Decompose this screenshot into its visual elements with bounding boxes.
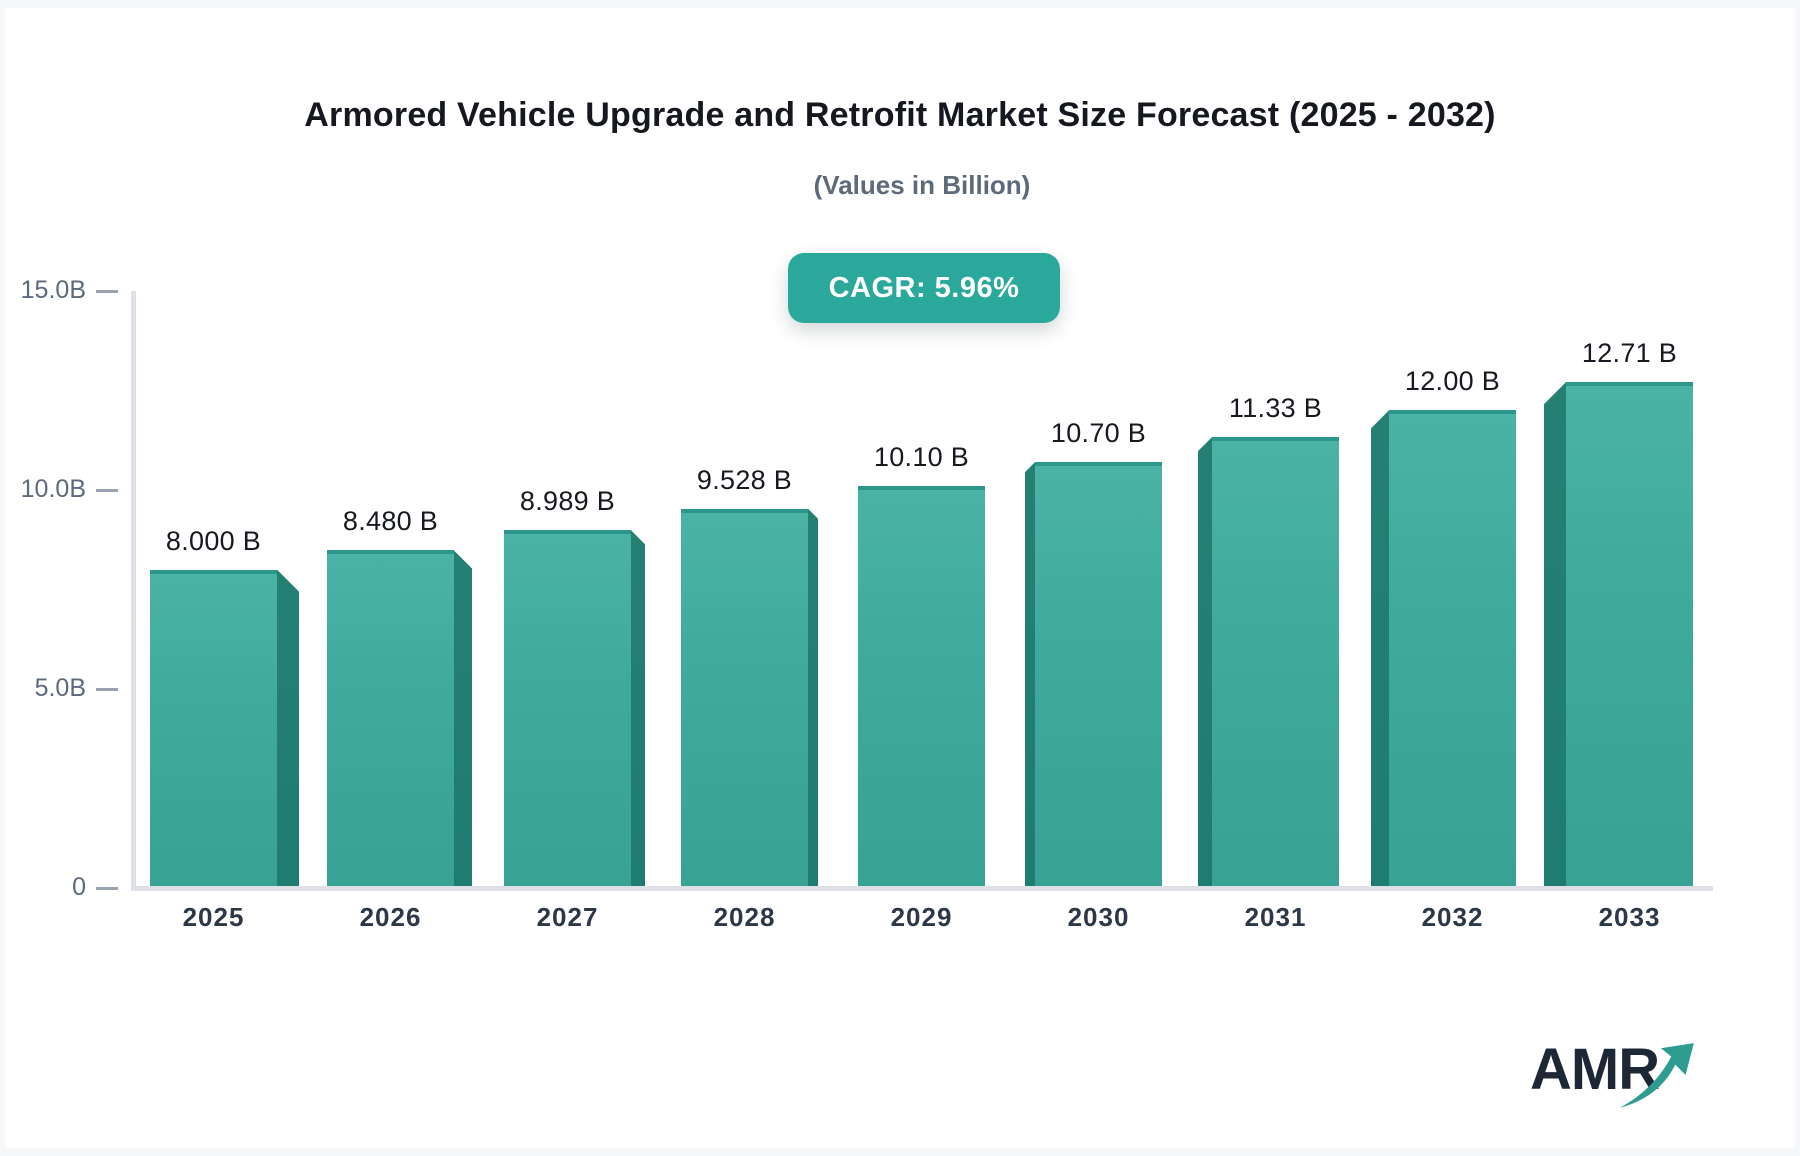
bar-value-label: 8.480 B: [342, 506, 439, 537]
frame-border-bottom: [0, 1148, 1800, 1156]
bar-value-label: 8.000 B: [165, 525, 262, 556]
bar-side-face-2027: [631, 530, 645, 886]
y-tick-mark: [96, 489, 118, 492]
bar-value-label: 9.528 B: [696, 464, 793, 495]
bar-2030: [1035, 462, 1162, 886]
page-title: Armored Vehicle Upgrade and Retrofit Mar…: [304, 96, 1496, 134]
trend-arrow-icon: [1619, 1043, 1694, 1108]
bar-value-label: 8.989 B: [519, 486, 616, 517]
bar-2032: [1389, 410, 1516, 886]
bar-side-face-2025: [277, 569, 299, 886]
frame-border-right: [1795, 0, 1800, 1156]
y-tick-label: 10.0B: [20, 475, 86, 503]
bar-2028: [681, 508, 808, 886]
x-tick-label-2030: 2030: [1067, 902, 1130, 932]
bar-2033: [1566, 382, 1693, 886]
bar-2029: [858, 486, 985, 886]
bar-side-face-2026: [454, 550, 472, 886]
x-tick-label-2025: 2025: [182, 902, 245, 932]
bar-value-label: 11.33 B: [1228, 393, 1323, 424]
bar-2026: [327, 550, 454, 886]
y-tick-label: 5.0B: [34, 674, 86, 702]
x-tick-label-2031: 2031: [1244, 902, 1307, 932]
bar-value-label: 12.71 B: [1581, 338, 1678, 369]
bar-side-face-2033: [1544, 382, 1566, 886]
bar-2027: [504, 530, 631, 886]
y-tick-mark: [96, 290, 118, 293]
bar-side-face-2030: [1025, 462, 1035, 886]
y-axis-line: [131, 291, 136, 891]
amr-logo-text: AMR: [1530, 1037, 1660, 1102]
x-tick-label-2032: 2032: [1421, 902, 1484, 932]
frame-border-left: [0, 0, 5, 1156]
x-tick-label-2029: 2029: [890, 902, 953, 932]
x-tick-label-2027: 2027: [536, 902, 599, 932]
bar-2025: [150, 569, 277, 886]
frame-border-top: [0, 0, 1800, 8]
bar-value-label: 10.10 B: [873, 442, 970, 473]
amr-logo: AMR: [1520, 1036, 1720, 1116]
y-tick-label: 0: [72, 873, 86, 901]
bar-value-label: 10.70 B: [1050, 418, 1147, 449]
bar-side-face-2032: [1371, 410, 1389, 886]
bar-value-label: 12.00 B: [1404, 366, 1501, 397]
bar-side-face-2031: [1198, 437, 1212, 886]
y-tick-label: 15.0B: [20, 276, 86, 304]
bar-side-face-2028: [808, 508, 818, 886]
x-tick-label-2026: 2026: [359, 902, 422, 932]
x-tick-label-2033: 2033: [1598, 902, 1661, 932]
cagr-badge: CAGR: 5.96%: [788, 253, 1060, 323]
x-tick-label-2028: 2028: [713, 902, 776, 932]
page-subtitle: (Values in Billion): [813, 170, 1031, 200]
y-tick-mark: [96, 887, 118, 890]
bar-2031: [1212, 437, 1339, 886]
x-axis-baseline: [131, 886, 1713, 891]
y-tick-mark: [96, 688, 118, 691]
